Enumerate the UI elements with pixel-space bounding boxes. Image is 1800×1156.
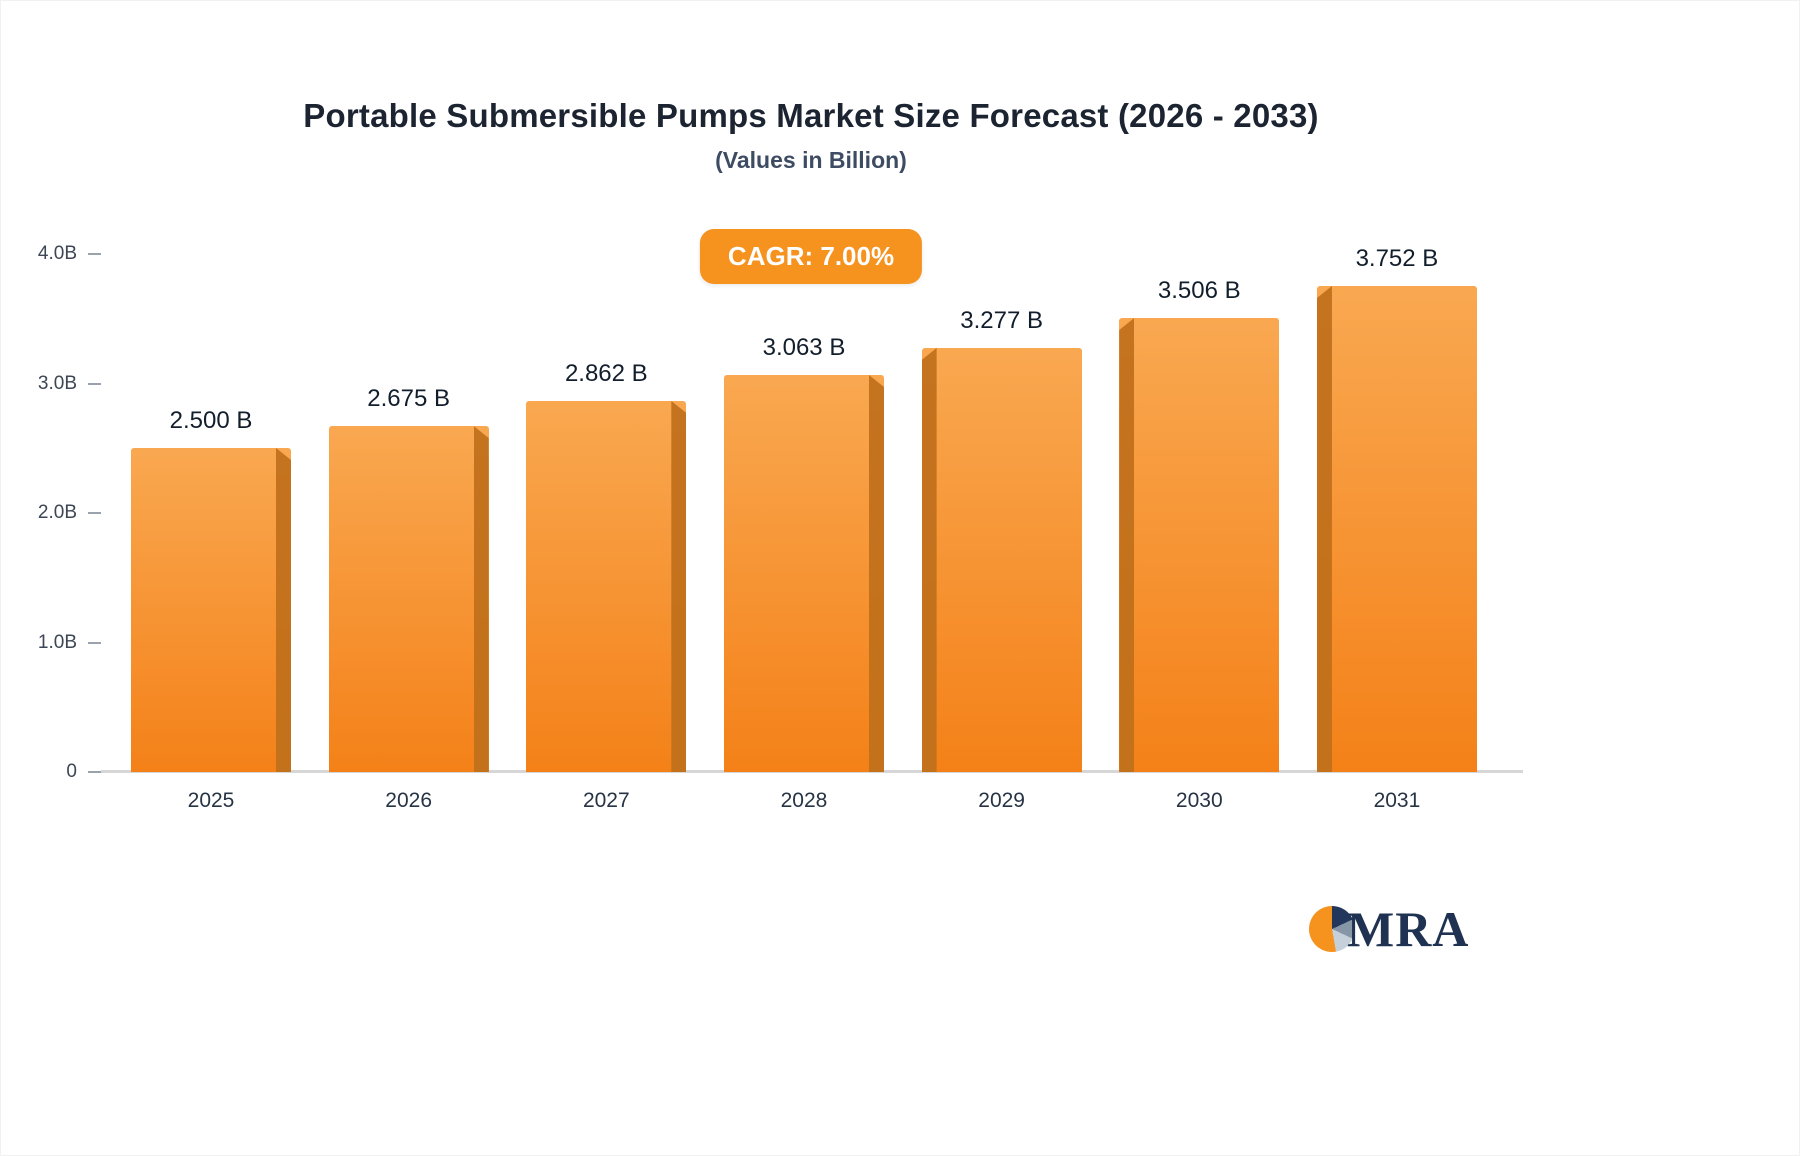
bar-side-shade — [473, 426, 489, 772]
y-tick-label: 3.0B — [37, 372, 77, 394]
chart-subtitle: (Values in Billion) — [715, 147, 907, 173]
bar-group-2025: 2.500 B — [131, 407, 291, 772]
bar-group-2027: 2.862 B — [526, 360, 687, 772]
bar-group-2029: 3.277 B — [921, 307, 1082, 772]
bar-2030[interactable] — [1119, 318, 1280, 772]
bar-group-2030: 3.506 B — [1119, 277, 1280, 772]
mra-logo: MRA — [1309, 904, 1469, 954]
bar-group-2028: 3.063 B — [723, 334, 884, 772]
x-axis: 2025 2026 2027 2028 2029 2030 2031 — [101, 789, 1521, 813]
bar-value-label: 2.862 B — [564, 360, 648, 387]
bar-face — [921, 348, 1082, 772]
y-tick: 1.0B — [1, 632, 101, 654]
y-tick-mark — [88, 771, 101, 773]
y-axis: 4.0B 3.0B 2.0B 1.0B 0 — [1, 243, 101, 782]
bar-side-shade — [921, 348, 937, 772]
x-axis-label: 2026 — [385, 789, 433, 812]
bar-2028[interactable] — [723, 375, 884, 772]
y-tick-mark — [88, 382, 101, 385]
bar-side-shade — [1119, 318, 1135, 772]
y-tick-label: 4.0B — [37, 243, 77, 264]
chart-area: Portable Submersible Pumps Market Size F… — [101, 1, 1521, 1155]
bar-2025[interactable] — [131, 448, 291, 772]
y-tick: 4.0B — [1, 243, 101, 265]
bar-2029[interactable] — [921, 348, 1082, 772]
cagr-badge: CAGR: 7.00% — [699, 229, 923, 284]
x-axis-label: 2025 — [187, 789, 235, 812]
bar-side-shade — [276, 448, 291, 772]
bar-value-label: 2.675 B — [367, 385, 451, 412]
bar-value-label: 2.500 B — [169, 407, 253, 434]
chart-title: Portable Submersible Pumps Market Size F… — [303, 97, 1319, 134]
bar-2026[interactable] — [328, 426, 489, 772]
y-tick: 0 — [1, 761, 101, 783]
bar-group-2026: 2.675 B — [328, 385, 489, 772]
mra-logo-text: MRA — [1347, 901, 1470, 957]
y-tick-label: 1.0B — [37, 631, 77, 653]
x-axis-label: 2028 — [780, 789, 828, 812]
bar-face — [328, 426, 489, 772]
y-tick-label: 0 — [66, 761, 77, 782]
bar-value-label: 3.277 B — [960, 307, 1043, 334]
y-tick-mark — [88, 641, 101, 644]
bar-2027[interactable] — [526, 401, 687, 772]
bar-face — [723, 375, 884, 772]
bar-face — [131, 448, 291, 772]
bar-side-shade — [671, 401, 687, 772]
x-axis-label: 2029 — [978, 789, 1025, 812]
y-tick: 3.0B — [1, 373, 101, 395]
bar-2031[interactable] — [1316, 286, 1477, 772]
bar-face — [1119, 318, 1280, 772]
bar-side-shade — [1316, 286, 1332, 772]
bar-value-label: 3.506 B — [1157, 277, 1241, 304]
x-axis-label: 2030 — [1175, 789, 1223, 812]
plot-area: 2.500 B 2.675 B 2.862 B 3.063 B 3.277 B 3.506… — [101, 245, 1521, 772]
bar-value-label: 3.752 B — [1355, 245, 1439, 272]
mra-logo-pie-icon — [1309, 906, 1355, 952]
bar-group-2031: 3.752 B — [1316, 245, 1477, 772]
y-tick-label: 2.0B — [37, 502, 77, 523]
bar-side-shade — [868, 375, 884, 772]
bar-face — [526, 401, 687, 772]
x-axis-label: 2027 — [582, 789, 630, 812]
y-tick: 2.0B — [1, 502, 101, 524]
y-tick-mark — [88, 253, 101, 255]
bar-face — [1316, 286, 1477, 772]
x-axis-label: 2031 — [1373, 789, 1421, 812]
y-tick-mark — [88, 512, 101, 514]
bar-value-label: 3.063 B — [762, 334, 846, 361]
